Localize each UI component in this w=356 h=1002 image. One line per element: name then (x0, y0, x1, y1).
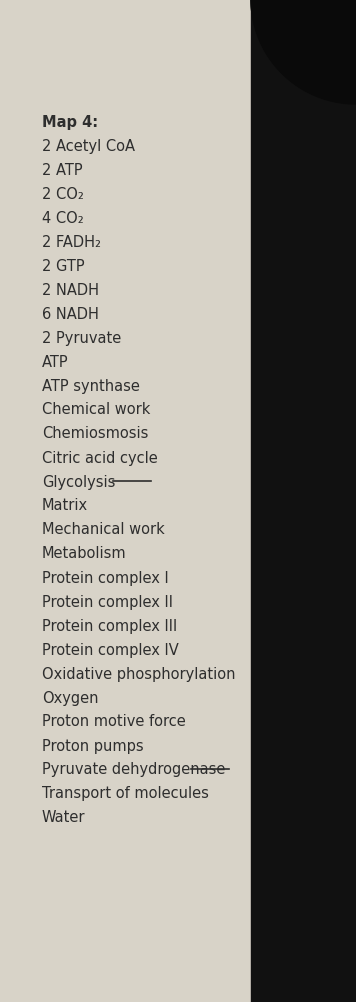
Text: Protein complex III: Protein complex III (42, 618, 177, 633)
Text: Proton pumps: Proton pumps (42, 737, 143, 753)
Text: ATP synthase: ATP synthase (42, 378, 140, 393)
Text: Map 4:: Map 4: (42, 114, 98, 129)
Text: Protein complex I: Protein complex I (42, 570, 169, 585)
Text: Mechanical work: Mechanical work (42, 522, 165, 537)
Text: Chemical work: Chemical work (42, 402, 150, 417)
Text: Protein complex II: Protein complex II (42, 594, 173, 609)
Text: Protein complex IV: Protein complex IV (42, 642, 179, 657)
Text: Metabolism: Metabolism (42, 546, 127, 561)
Text: 2 NADH: 2 NADH (42, 283, 99, 298)
Text: Water: Water (42, 810, 85, 825)
Text: ATP: ATP (42, 354, 69, 369)
Text: Citric acid cycle: Citric acid cycle (42, 450, 158, 465)
Text: Transport of molecules: Transport of molecules (42, 786, 209, 801)
Text: Pyruvate dehydrogenase: Pyruvate dehydrogenase (42, 762, 225, 777)
Text: Chemiosmosis: Chemiosmosis (42, 426, 148, 441)
Polygon shape (251, 0, 356, 105)
Text: 2 Acetyl CoA: 2 Acetyl CoA (42, 138, 135, 153)
Text: Matrix: Matrix (42, 498, 88, 513)
Text: 2 GTP: 2 GTP (42, 259, 85, 274)
Text: 6 NADH: 6 NADH (42, 307, 99, 322)
Polygon shape (251, 0, 356, 105)
Text: Glycolysis: Glycolysis (42, 474, 115, 489)
Text: Proton motive force: Proton motive force (42, 713, 186, 728)
Text: 2 Pyruvate: 2 Pyruvate (42, 331, 121, 345)
Text: Oxidative phosphorylation: Oxidative phosphorylation (42, 666, 236, 680)
Text: Oxygen: Oxygen (42, 689, 99, 704)
Text: 2 CO₂: 2 CO₂ (42, 186, 84, 201)
Text: 4 CO₂: 4 CO₂ (42, 210, 84, 225)
Text: 2 FADH₂: 2 FADH₂ (42, 234, 101, 249)
Polygon shape (251, 0, 356, 1002)
Text: 2 ATP: 2 ATP (42, 162, 83, 177)
